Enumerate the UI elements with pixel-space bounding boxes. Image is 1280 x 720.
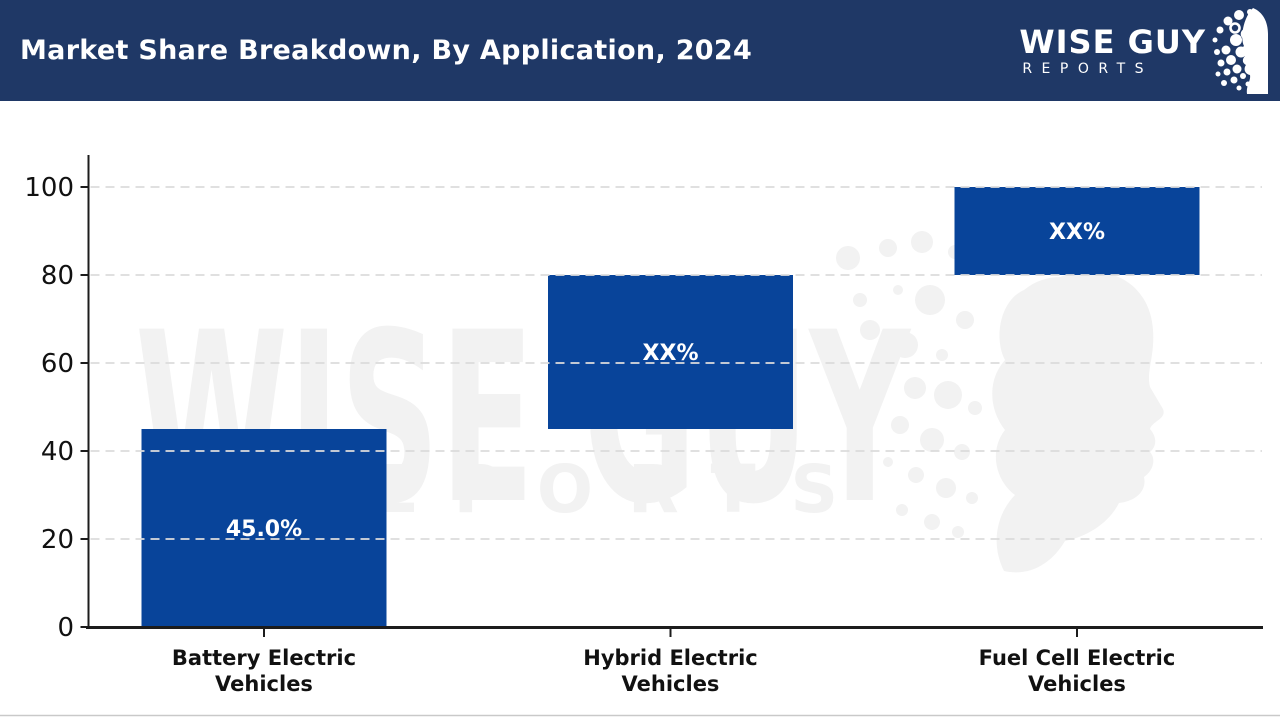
category-label: Fuel Cell Electric Vehicles: [979, 646, 1176, 696]
y-tick-label: 80: [41, 261, 74, 291]
watermark-dots: [836, 231, 991, 538]
bars-layer: 45.0% XX% XX%: [141, 187, 1200, 627]
bar-segment: [141, 429, 387, 627]
bar-value-label: 45.0%: [226, 517, 302, 542]
y-tick-label: 100: [24, 173, 74, 203]
bar-value-label: XX%: [1049, 220, 1105, 245]
category-label: Battery Electric Vehicles: [172, 646, 356, 696]
logo-text: WISE GUY REPORTS: [1019, 26, 1206, 76]
logo-face-icon: [1212, 7, 1268, 94]
y-tick-label: 0: [57, 613, 74, 643]
wiseguy-logo: WISE GUY REPORTS: [1019, 7, 1270, 94]
bar-segment: [954, 187, 1200, 275]
page-title: Market Share Breakdown, By Application, …: [20, 35, 753, 66]
bar-value-label: XX%: [643, 341, 699, 366]
bar-segment: [548, 275, 793, 429]
header-bar: Market Share Breakdown, By Application, …: [0, 0, 1280, 101]
logo-wordmark: WISE GUY: [1019, 22, 1206, 61]
grid-layer: [90, 186, 1262, 540]
logo-subtext: REPORTS: [1022, 60, 1154, 77]
y-tick-label: 40: [41, 437, 74, 467]
category-label: Hybrid Electric Vehicles: [583, 646, 757, 696]
axes-layer: 0 20 40 60 80 100 Battery Electric Vehicles Hybr…: [24, 155, 1263, 696]
y-tick-label: 20: [41, 525, 74, 555]
watermark-face-silhouette: [992, 271, 1164, 573]
y-tick-label: 60: [41, 349, 74, 379]
